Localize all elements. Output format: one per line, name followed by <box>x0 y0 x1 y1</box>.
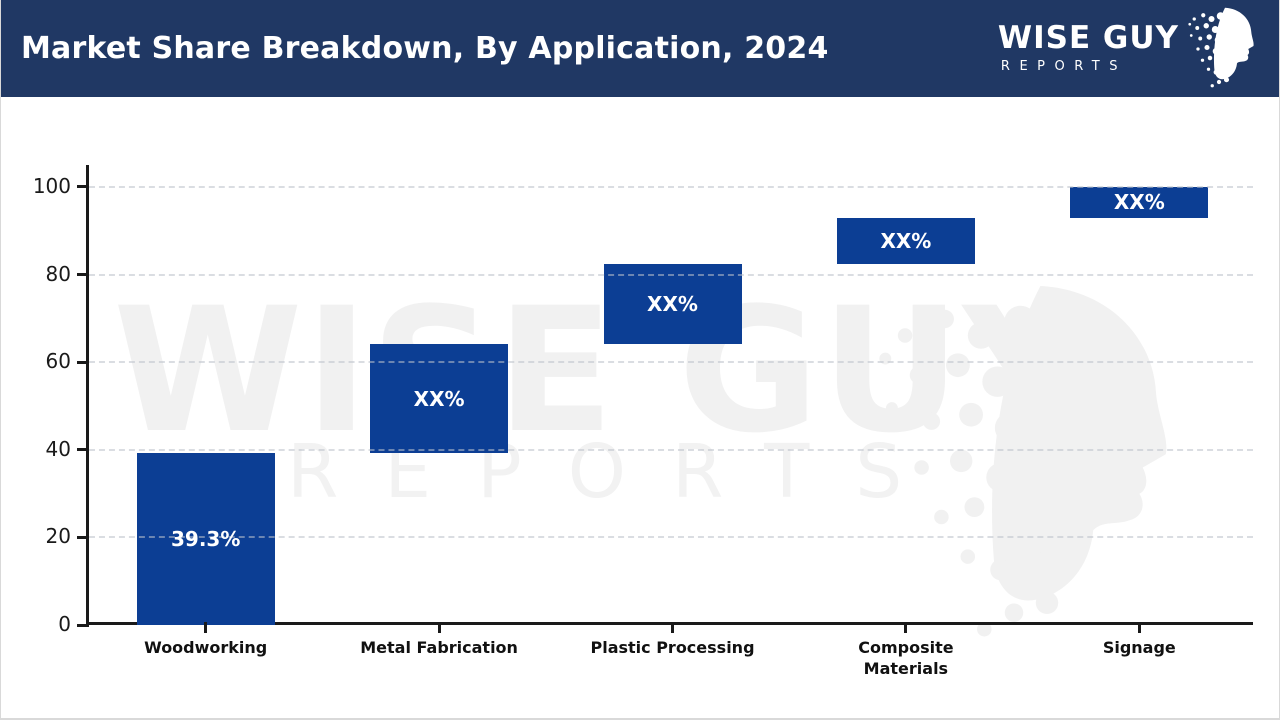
y-axis-tick-label: 20 <box>45 524 71 549</box>
brand-head-icon <box>1188 7 1254 87</box>
x-axis-category-label: Composite Materials <box>858 638 954 678</box>
bar <box>136 452 275 625</box>
chart-area: WISE GUY REPORTS 0 20 40 60 80 100 39.3% Woodwo… <box>1 97 1279 718</box>
y-tick <box>77 360 89 364</box>
x-axis-category-label: Metal Fabrication <box>360 638 518 657</box>
gridline <box>89 361 1253 364</box>
x-axis-category-label: Woodworking <box>144 638 268 657</box>
header: Market Share Breakdown, By Application, … <box>1 0 1279 97</box>
grid-layer <box>89 165 1253 622</box>
page-title: Market Share Breakdown, By Application, … <box>21 31 829 66</box>
labels-layer: 0 20 40 60 80 100 39.3% Woodworking XX% Metal Fab… <box>33 165 1253 678</box>
gridline <box>89 448 1253 451</box>
x-tick <box>904 622 908 633</box>
y-axis-tick-label: 100 <box>32 173 71 198</box>
y-tick <box>77 623 89 627</box>
bar-value-label: XX% <box>880 229 932 253</box>
x-tick <box>204 622 208 633</box>
x-tick <box>1137 622 1141 633</box>
y-axis-tick-label: 60 <box>45 348 71 373</box>
brand-logo-text: WISE GUY REPORTS <box>997 20 1179 75</box>
y-tick <box>77 185 89 189</box>
brand-subtitle: REPORTS <box>1000 59 1128 74</box>
plot-area: 0 20 40 60 80 100 39.3% Woodworking XX% Metal Fab… <box>33 165 1253 678</box>
gridline <box>89 185 1253 188</box>
bar <box>1070 186 1209 218</box>
y-axis-tick-label: 80 <box>45 261 71 286</box>
brand-wordmark: WISE GUY <box>997 20 1179 56</box>
x-axis-category-label: Signage <box>1102 638 1176 657</box>
y-tick <box>77 535 89 539</box>
bar <box>603 264 742 345</box>
bar-value-label: XX% <box>1113 190 1165 215</box>
bar-value-label: 39.3% <box>170 526 241 551</box>
x-tick <box>437 622 441 633</box>
gridline <box>89 273 1253 276</box>
y-axis-tick-label: 0 <box>58 611 71 636</box>
y-tick <box>77 273 89 277</box>
bar <box>836 218 975 264</box>
gridline <box>89 536 1253 539</box>
y-axis-tick-label: 40 <box>45 436 71 461</box>
y-tick <box>77 448 89 452</box>
brand-logo: WISE GUY REPORTS <box>998 0 1257 97</box>
bar-value-label: XX% <box>413 386 465 411</box>
bar-value-label: XX% <box>647 292 698 317</box>
x-tick <box>671 622 674 633</box>
x-axis-category-label: Plastic Processing <box>590 638 755 657</box>
